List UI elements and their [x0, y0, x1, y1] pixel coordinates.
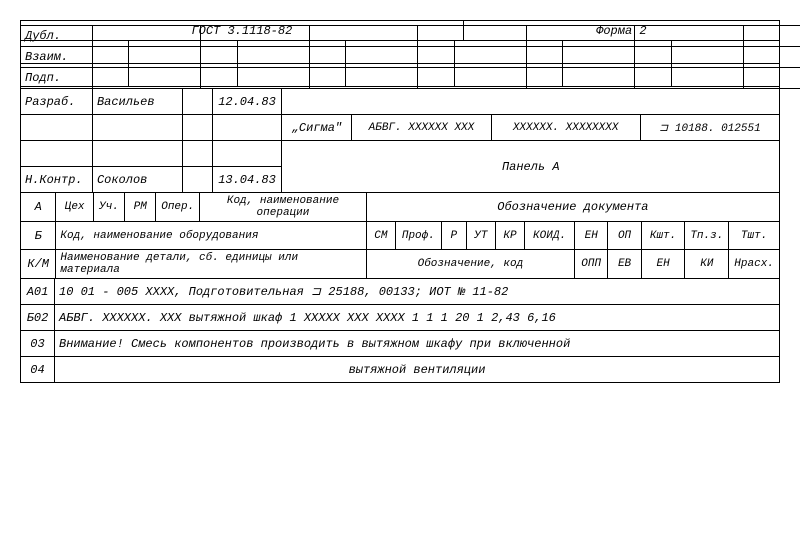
empty-cell	[92, 141, 182, 167]
razrab-name: Васильев	[92, 89, 182, 115]
col-B: Б	[21, 222, 56, 250]
code2: XXXXXX. XXXXXXXX	[491, 115, 640, 141]
col-ev: ЕВ	[608, 250, 641, 279]
empty-cell	[212, 115, 282, 141]
panel-title: Панель А	[282, 141, 780, 193]
row-num: 04	[21, 357, 55, 383]
row-text: АБВГ. XXXXXX. XXX вытяжной шкаф 1 XXXXX …	[55, 305, 780, 331]
row-text: 10 01 - 005 XXXX, Подготовительная ⊐ 251…	[55, 279, 780, 305]
col-prof: Проф.	[395, 222, 441, 250]
table-row: 04 вытяжной вентиляции	[21, 357, 780, 383]
col-km-text: Наименование детали, сб. единицы или мат…	[56, 250, 366, 279]
col-ceh: Цех	[56, 193, 93, 222]
row-text: Внимание! Смесь компонентов производить …	[55, 331, 780, 357]
col-ksht: Кшт.	[641, 222, 685, 250]
col-oper: Опер.	[156, 193, 200, 222]
col-rm: РМ	[125, 193, 156, 222]
razrab-date: 12.04.83	[212, 89, 282, 115]
approval-block: Разраб. Васильев 12.04.83 „Сигма" АБВГ. …	[20, 88, 780, 193]
col-opp: ОПП	[575, 250, 608, 279]
col-sm: СМ	[366, 222, 395, 250]
empty-cell	[182, 115, 212, 141]
row-num: А01	[21, 279, 55, 305]
mid-empty-grid	[92, 25, 800, 89]
top-block: ГОСТ 3.1118-82 Форма 2 Дубл. Взаим. Подп…	[20, 20, 780, 88]
col-obozn-kod: Обозначение, код	[366, 250, 574, 279]
col-en2: ЕН	[641, 250, 685, 279]
col-en: ЕН	[575, 222, 608, 250]
org-name: „Сигма"	[282, 115, 352, 141]
empty-cell	[21, 141, 93, 167]
nkontr-label: Н.Контр.	[21, 167, 93, 193]
row-text: вытяжной вентиляции	[55, 357, 780, 383]
empty-cell	[92, 115, 182, 141]
col-ki: КИ	[685, 250, 729, 279]
empty-cell	[282, 89, 780, 115]
razrab-label: Разраб.	[21, 89, 93, 115]
table-row: 03 Внимание! Смесь компонентов производи…	[21, 331, 780, 357]
table-row: Б02 АБВГ. XXXXXX. XXX вытяжной шкаф 1 XX…	[21, 305, 780, 331]
code3: ⊐ 10188. 012551	[640, 115, 779, 141]
col-tpz: Тп.з.	[685, 222, 729, 250]
col-KM: К/М	[21, 250, 56, 279]
col-kr: КР	[495, 222, 524, 250]
empty-cell	[21, 115, 93, 141]
col-nrash: Нрасх.	[729, 250, 780, 279]
col-r: Р	[441, 222, 466, 250]
col-obozn-dok: Обозначение документа	[366, 193, 779, 222]
nkontr-name: Соколов	[92, 167, 182, 193]
col-uch: Уч.	[93, 193, 124, 222]
nkontr-date: 13.04.83	[212, 167, 282, 193]
col-ut: УТ	[466, 222, 495, 250]
empty-cell	[212, 141, 282, 167]
row-num: Б02	[21, 305, 55, 331]
row-num: 03	[21, 331, 55, 357]
empty-cell	[182, 167, 212, 193]
data-rows: А01 10 01 - 005 XXXX, Подготовительная ⊐…	[20, 278, 780, 383]
col-kod-oper: Код, наименование операции	[200, 193, 367, 222]
col-A: А	[21, 193, 56, 222]
col-op: ОП	[608, 222, 641, 250]
col-tsht: Тшт.	[729, 222, 780, 250]
column-headers: А Цех Уч. РМ Опер. Код, наименование опе…	[20, 192, 780, 279]
form-sheet: ГОСТ 3.1118-82 Форма 2 Дубл. Взаим. Подп…	[20, 20, 780, 383]
col-koid: КОИД.	[525, 222, 575, 250]
col-kod-obor: Код, наименование оборудования	[56, 222, 366, 250]
code1: АБВГ. XXXXXX XXX	[352, 115, 491, 141]
empty-cell	[182, 141, 212, 167]
table-row: А01 10 01 - 005 XXXX, Подготовительная ⊐…	[21, 279, 780, 305]
empty-cell	[182, 89, 212, 115]
